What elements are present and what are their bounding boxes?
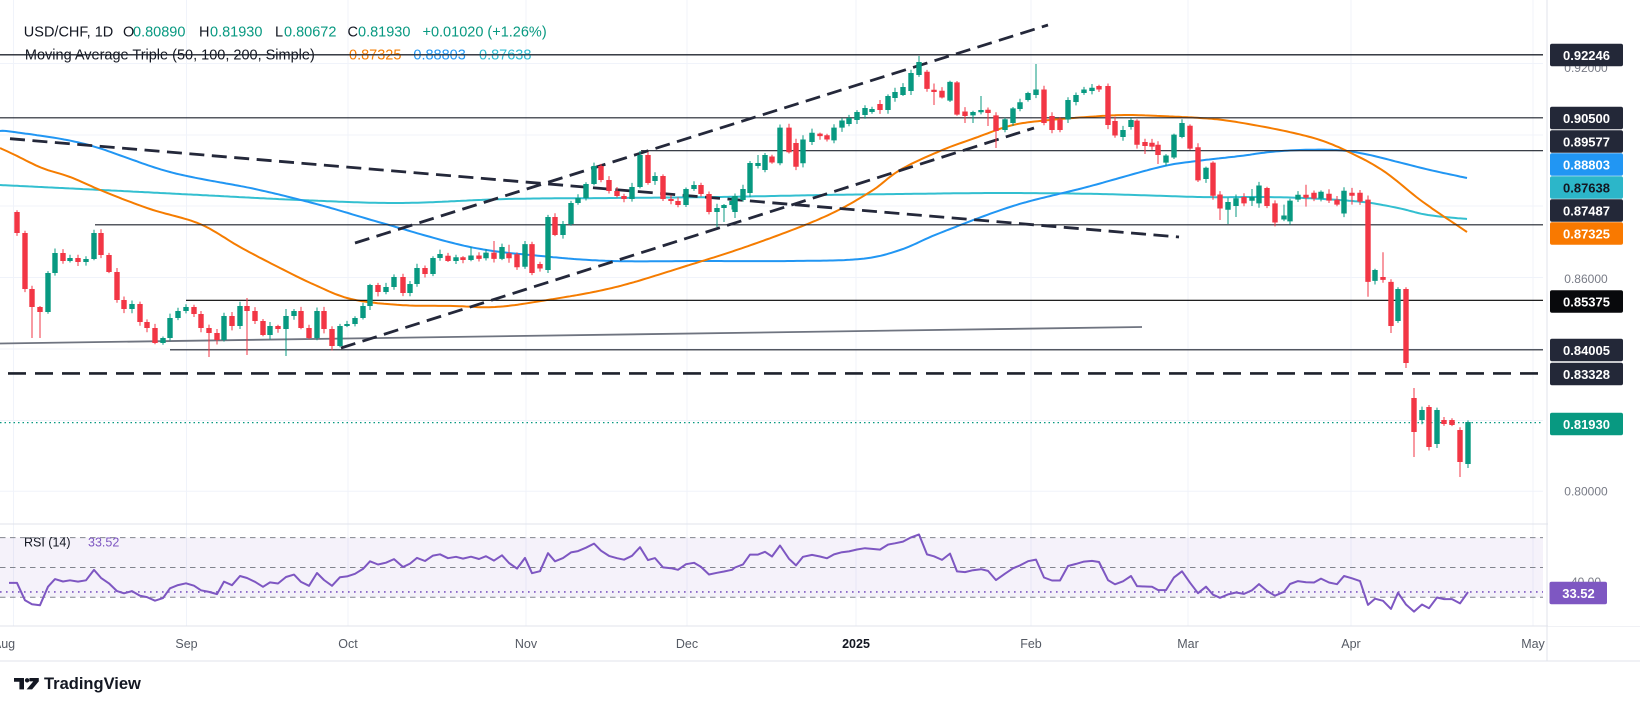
svg-text:+0.01020 (+1.26%): +0.01020 (+1.26%) — [423, 25, 547, 41]
svg-text:Mar: Mar — [1177, 637, 1199, 651]
svg-text:33.52: 33.52 — [88, 536, 119, 550]
svg-text:RSI (14): RSI (14) — [24, 536, 71, 550]
svg-text:L: L — [275, 25, 283, 41]
svg-text:TradingView: TradingView — [44, 675, 141, 693]
svg-text:0.87325: 0.87325 — [1563, 227, 1610, 242]
svg-text:0.81930: 0.81930 — [210, 25, 262, 41]
svg-text:0.84005: 0.84005 — [1563, 343, 1610, 358]
svg-text:Nov: Nov — [515, 637, 538, 651]
svg-text:Aug: Aug — [0, 637, 15, 651]
svg-text:Feb: Feb — [1020, 637, 1042, 651]
svg-text:0.83328: 0.83328 — [1563, 367, 1610, 382]
svg-text:0.92246: 0.92246 — [1563, 48, 1610, 63]
svg-text:2025: 2025 — [842, 637, 870, 651]
svg-text:0.88803: 0.88803 — [413, 48, 465, 64]
svg-text:0.89577: 0.89577 — [1563, 135, 1610, 150]
svg-text:0.80890: 0.80890 — [133, 25, 185, 41]
svg-text:O: O — [123, 25, 134, 41]
svg-text:0.85375: 0.85375 — [1563, 295, 1610, 310]
svg-text:0.87638: 0.87638 — [1563, 181, 1610, 196]
svg-text:H: H — [199, 25, 209, 41]
svg-text:Oct: Oct — [338, 637, 358, 651]
svg-text:0.87638: 0.87638 — [479, 48, 531, 64]
svg-text:C: C — [348, 25, 358, 41]
svg-text:0.90500: 0.90500 — [1563, 111, 1610, 126]
svg-text:0.87325: 0.87325 — [349, 48, 401, 64]
svg-text:0.87487: 0.87487 — [1563, 204, 1610, 219]
svg-text:Apr: Apr — [1341, 637, 1360, 651]
svg-text:0.80000: 0.80000 — [1564, 485, 1608, 499]
svg-text:0.80672: 0.80672 — [284, 25, 336, 41]
svg-text:0.81930: 0.81930 — [1563, 417, 1610, 432]
svg-text:33.52: 33.52 — [1562, 586, 1595, 601]
svg-text:May: May — [1521, 637, 1545, 651]
svg-text:USD/CHF, 1D: USD/CHF, 1D — [24, 25, 113, 41]
svg-text:0.81930: 0.81930 — [358, 25, 410, 41]
svg-text:0.88803: 0.88803 — [1563, 158, 1610, 173]
svg-text:0.86000: 0.86000 — [1564, 272, 1608, 286]
svg-text:Moving Average Triple (50, 100: Moving Average Triple (50, 100, 200, Sim… — [25, 48, 315, 64]
svg-text:Dec: Dec — [676, 637, 698, 651]
svg-text:Sep: Sep — [175, 637, 197, 651]
